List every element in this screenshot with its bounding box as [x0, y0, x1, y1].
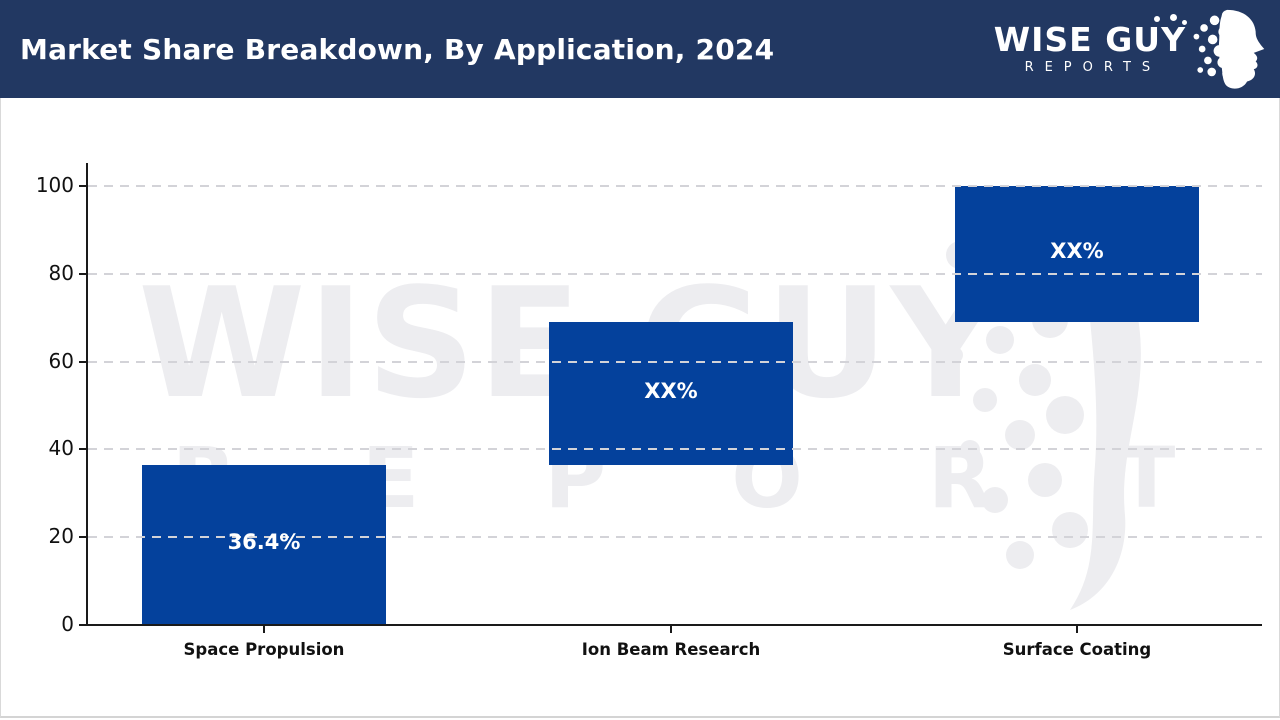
y-axis-tick-label: 80	[48, 261, 74, 285]
y-axis-tick	[79, 273, 87, 275]
bar-0	[142, 465, 386, 625]
y-axis-tick	[79, 185, 87, 187]
category-label: Space Propulsion	[183, 640, 345, 659]
header-bar: Market Share Breakdown, By Application, …	[0, 0, 1280, 98]
y-axis-tick	[79, 361, 87, 363]
category-label: Surface Coating	[1002, 640, 1152, 659]
x-axis-tick	[1076, 626, 1078, 633]
gridline-40	[88, 448, 1262, 450]
y-axis-tick-label: 100	[35, 173, 74, 197]
gridline-80	[88, 273, 1262, 275]
logo-dot-icon	[1170, 14, 1177, 21]
logo-text: WISE GUY REPORTS	[993, 14, 1187, 75]
gridline-20	[88, 536, 1262, 538]
y-axis-tick	[79, 624, 87, 626]
bar-value-label: XX%	[1050, 239, 1104, 263]
y-axis-tick-label: 20	[48, 524, 74, 548]
y-axis-tick	[79, 536, 87, 538]
logo-dot-icon	[1182, 20, 1187, 25]
logo-dot-icon	[1154, 16, 1160, 22]
x-axis-line	[87, 624, 1262, 626]
category-label: Ion Beam Research	[581, 640, 761, 659]
logo-wordmark: WISE GUY	[993, 20, 1186, 59]
logo-subtitle: REPORTS	[1024, 60, 1162, 75]
x-axis-tick	[670, 626, 672, 633]
dotted-face-logo-icon	[1193, 9, 1265, 89]
y-axis-tick-label: 60	[48, 349, 74, 373]
bar-2	[955, 186, 1199, 322]
y-axis-tick-label: 0	[61, 612, 74, 636]
bar-1	[549, 322, 793, 465]
wise-guy-reports-logo: WISE GUY REPORTS	[994, 6, 1266, 92]
y-axis-line	[86, 163, 88, 626]
gridline-100	[88, 185, 1262, 187]
y-axis-tick	[79, 448, 87, 450]
y-axis-tick-label: 40	[48, 436, 74, 460]
bar-value-label: 36.4%	[227, 530, 301, 554]
gridline-60	[88, 361, 1262, 363]
chart-title: Market Share Breakdown, By Application, …	[20, 32, 775, 66]
x-axis-tick	[263, 626, 265, 633]
bar-value-label: XX%	[644, 378, 698, 403]
